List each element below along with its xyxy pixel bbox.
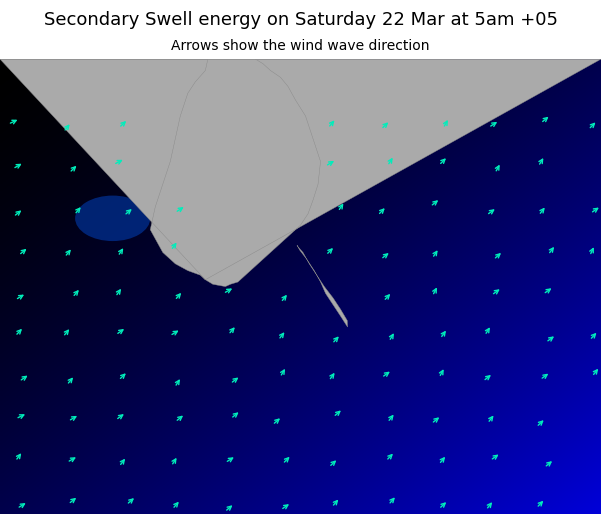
Text: Secondary Swell energy on Saturday 22 Mar at 5am +05: Secondary Swell energy on Saturday 22 Ma…	[43, 10, 558, 28]
Polygon shape	[297, 245, 347, 327]
Ellipse shape	[75, 195, 150, 241]
Polygon shape	[0, 59, 601, 286]
Text: Arrows show the wind wave direction: Arrows show the wind wave direction	[171, 39, 430, 53]
